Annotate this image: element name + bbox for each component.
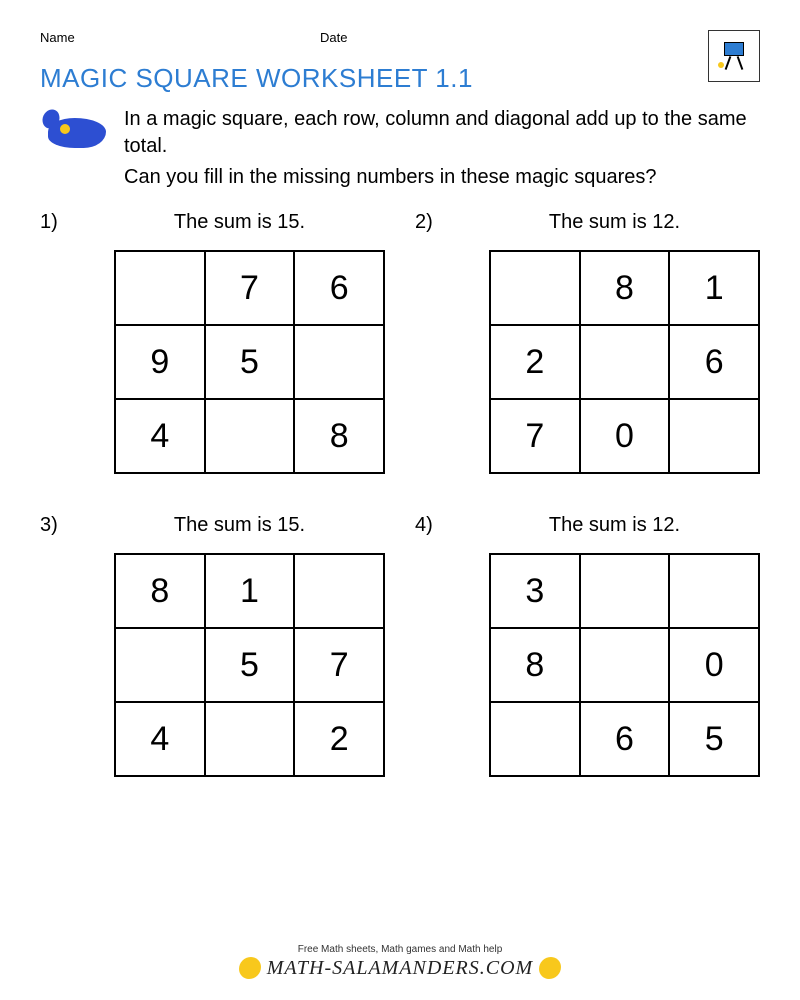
cell[interactable]: 5: [205, 325, 295, 399]
salamander-small-icon: [239, 957, 261, 979]
problem-2: 2) The sum is 12. 81 2 6 70: [415, 211, 760, 474]
magic-square: 81 57 4 2: [114, 553, 385, 777]
worksheet-header: Name Date: [40, 30, 760, 45]
cell[interactable]: 8: [580, 251, 670, 325]
cell[interactable]: 4: [115, 702, 205, 776]
problem-1: 1) The sum is 15. 76 95 4 8: [40, 211, 385, 474]
problem-number: 3): [40, 514, 94, 537]
magic-square: 3 8 0 65: [489, 553, 760, 777]
problem-3: 3) The sum is 15. 81 57 4 2: [40, 514, 385, 777]
magic-square: 76 95 4 8: [114, 250, 385, 474]
cell[interactable]: 7: [205, 251, 295, 325]
cell[interactable]: 7: [294, 628, 384, 702]
cell[interactable]: [580, 325, 670, 399]
cell[interactable]: [580, 554, 670, 628]
cell[interactable]: 1: [669, 251, 759, 325]
cell[interactable]: [205, 702, 295, 776]
problem-sum: The sum is 12.: [469, 211, 760, 234]
cell[interactable]: [669, 399, 759, 473]
problem-grid: 1) The sum is 15. 76 95 48 2) The sum is…: [40, 211, 760, 777]
cell[interactable]: 0: [580, 399, 670, 473]
cell[interactable]: 6: [294, 251, 384, 325]
cell[interactable]: 2: [294, 702, 384, 776]
salamander-icon: [40, 106, 112, 158]
name-label: Name: [40, 30, 320, 45]
problem-sum: The sum is 15.: [94, 211, 385, 234]
easel-icon: [724, 42, 744, 56]
instructions-text: In a magic square, each row, column and …: [124, 106, 760, 160]
date-label: Date: [320, 30, 347, 45]
problem-4: 4) The sum is 12. 3 8 0 65: [415, 514, 760, 777]
salamander-small-icon: [539, 957, 561, 979]
page-title: MAGIC SQUARE WORKSHEET 1.1: [40, 63, 760, 94]
footer-site-text: MATH-SALAMANDERS.COM: [267, 957, 533, 980]
question-text: Can you fill in the missing numbers in t…: [124, 166, 760, 189]
problem-sum: The sum is 12.: [469, 514, 760, 537]
cell[interactable]: 5: [205, 628, 295, 702]
cell[interactable]: [115, 251, 205, 325]
cell[interactable]: 4: [115, 399, 205, 473]
cell[interactable]: [205, 399, 295, 473]
problem-number: 1): [40, 211, 94, 234]
cell[interactable]: [580, 628, 670, 702]
cell[interactable]: 9: [115, 325, 205, 399]
cell[interactable]: 5: [669, 702, 759, 776]
cell[interactable]: 1: [205, 554, 295, 628]
footer-tagline: Free Math sheets, Math games and Math he…: [0, 944, 800, 955]
cell[interactable]: [115, 628, 205, 702]
cell[interactable]: 6: [669, 325, 759, 399]
page-footer: Free Math sheets, Math games and Math he…: [0, 944, 800, 985]
problem-number: 4): [415, 514, 469, 537]
cell[interactable]: [490, 702, 580, 776]
footer-site: MATH-SALAMANDERS.COM: [239, 957, 561, 980]
cell[interactable]: [490, 251, 580, 325]
cell[interactable]: 6: [580, 702, 670, 776]
cell[interactable]: 2: [490, 325, 580, 399]
cell[interactable]: [669, 554, 759, 628]
cell[interactable]: 8: [294, 399, 384, 473]
magic-square: 81 2 6 70: [489, 250, 760, 474]
cell[interactable]: 7: [490, 399, 580, 473]
cell[interactable]: 8: [115, 554, 205, 628]
cell[interactable]: 8: [490, 628, 580, 702]
cell[interactable]: [294, 325, 384, 399]
cell[interactable]: [294, 554, 384, 628]
cell[interactable]: 0: [669, 628, 759, 702]
grade-badge: [708, 30, 760, 82]
problem-sum: The sum is 15.: [94, 514, 385, 537]
cell[interactable]: 3: [490, 554, 580, 628]
problem-number: 2): [415, 211, 469, 234]
